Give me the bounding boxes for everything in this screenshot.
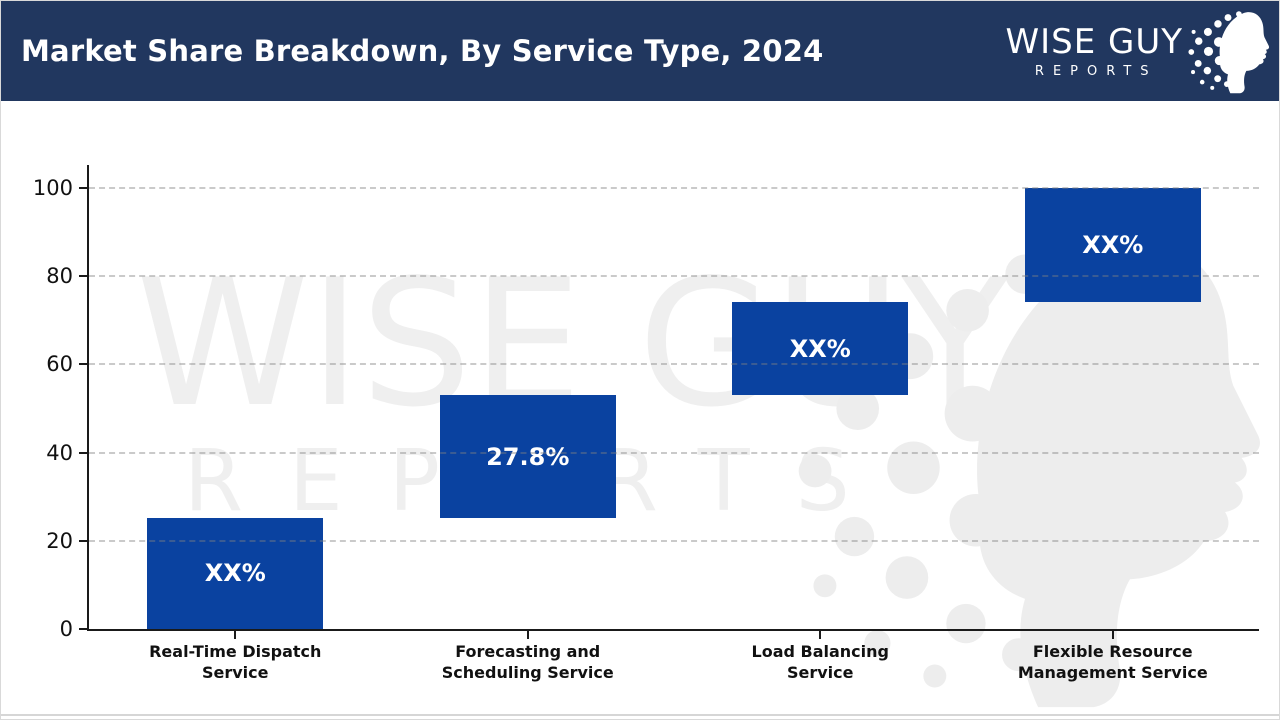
bar-value-label: XX%	[204, 559, 266, 588]
y-tick	[79, 451, 87, 454]
bar-value-label: 27.8%	[486, 442, 570, 471]
x-category-label: Real-Time Dispatch Service	[149, 642, 322, 683]
page-title: Market Share Breakdown, By Service Type,…	[21, 34, 824, 68]
y-gridline	[89, 187, 1259, 189]
x-tick	[526, 631, 529, 639]
header-bar: Market Share Breakdown, By Service Type,…	[1, 1, 1279, 101]
y-axis-tick-label: 20	[46, 528, 73, 553]
bar: XX%	[1024, 188, 1201, 303]
x-category-label: Load Balancing Service	[751, 642, 889, 683]
bar: XX%	[732, 302, 909, 396]
bar: XX%	[147, 517, 324, 629]
x-category-label: Forecasting and Scheduling Service	[441, 642, 614, 683]
y-gridline	[89, 539, 1259, 542]
x-tick	[234, 631, 237, 639]
brand-text-block: WISE GUY REPORTS	[1005, 22, 1183, 79]
y-axis-tick-label: 80	[46, 264, 73, 289]
y-gridline	[89, 275, 1259, 278]
y-tick	[79, 187, 87, 189]
y-gridline	[89, 451, 1259, 454]
y-axis-tick-label: 60	[46, 352, 73, 377]
bar-value-label: XX%	[789, 334, 851, 363]
y-tick	[79, 628, 87, 630]
brand-reports-text: REPORTS	[1034, 63, 1158, 79]
y-axis-tick-label: 40	[46, 440, 73, 465]
y-axis-tick-label: 100	[32, 176, 73, 200]
x-tick	[819, 631, 822, 639]
bar-value-label: XX%	[1082, 231, 1144, 260]
y-tick	[79, 363, 87, 366]
bar: 27.8%	[439, 395, 616, 518]
x-axis-line	[87, 629, 1259, 631]
x-tick	[1111, 631, 1114, 639]
y-axis-line	[87, 165, 89, 631]
y-tick	[79, 539, 87, 542]
x-category-label: Flexible Resource Management Service	[1017, 642, 1208, 683]
brand-face-icon	[1188, 11, 1270, 94]
brand-wordmark: WISE GUY	[1005, 22, 1183, 63]
y-gridline	[89, 363, 1259, 366]
y-axis-tick-label: 0	[59, 617, 73, 641]
y-tick	[79, 275, 87, 278]
footer-divider	[1, 714, 1279, 716]
brand-logo: WISE GUY REPORTS	[1005, 7, 1271, 97]
